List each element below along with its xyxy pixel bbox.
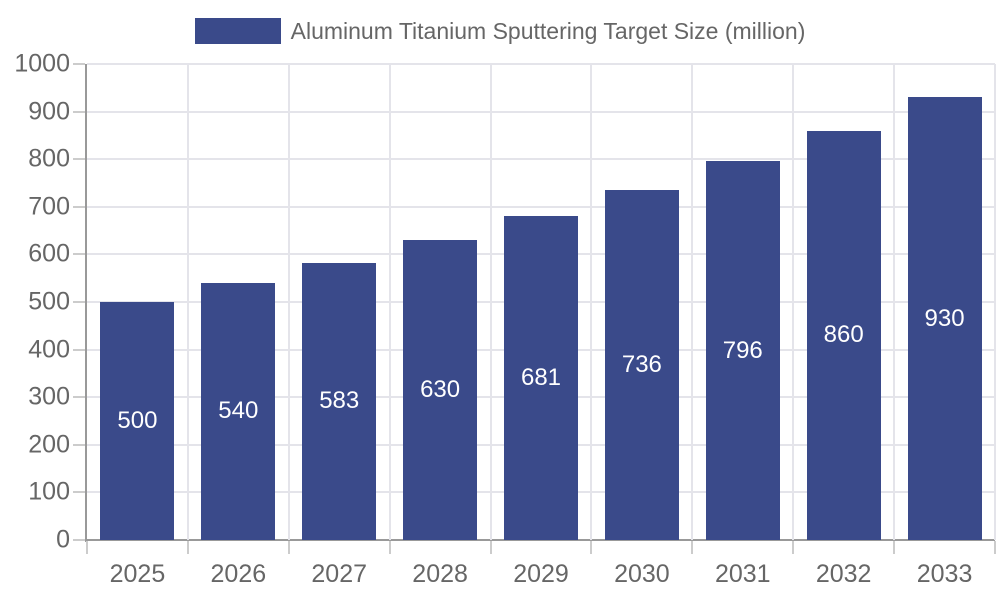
x-tick-label: 2029 bbox=[513, 560, 569, 588]
x-tick-label: 2031 bbox=[714, 560, 771, 588]
y-tick-mark bbox=[73, 396, 85, 399]
bar-value-label: 540 bbox=[218, 397, 259, 425]
y-tick-label: 200 bbox=[28, 430, 70, 459]
bar-2029[interactable]: 681 bbox=[504, 215, 578, 540]
gridline-horizontal bbox=[87, 110, 995, 113]
gridline-horizontal bbox=[87, 63, 995, 65]
x-tick-label: 2033 bbox=[916, 560, 973, 588]
x-tick-label: 2025 bbox=[109, 560, 166, 588]
gridline-vertical bbox=[994, 64, 996, 540]
y-tick-label: 500 bbox=[28, 287, 70, 316]
gridline-vertical bbox=[590, 64, 593, 540]
y-tick-label: 100 bbox=[28, 477, 70, 506]
x-tick-label: 2030 bbox=[614, 560, 670, 588]
x-tick-mark bbox=[186, 541, 189, 554]
y-tick-mark bbox=[73, 205, 85, 208]
bar-value-label: 860 bbox=[823, 321, 864, 349]
legend-swatch-icon bbox=[194, 18, 281, 44]
x-tick-mark bbox=[388, 541, 391, 554]
x-tick-mark bbox=[86, 541, 88, 554]
x-tick-mark bbox=[893, 541, 896, 554]
bar-value-label: 681 bbox=[520, 363, 562, 391]
bar-2028[interactable]: 630 bbox=[403, 240, 478, 540]
x-tick-label: 2032 bbox=[815, 560, 872, 588]
gridline-vertical bbox=[186, 64, 189, 540]
bar-value-label: 796 bbox=[722, 336, 763, 364]
gridline-horizontal bbox=[87, 158, 995, 161]
bar-2033[interactable]: 930 bbox=[907, 97, 982, 540]
y-tick-label: 300 bbox=[28, 382, 70, 411]
y-tick-mark bbox=[73, 348, 85, 351]
gridline-vertical bbox=[792, 64, 795, 540]
gridline-vertical bbox=[893, 64, 896, 540]
gridline-vertical bbox=[691, 64, 694, 540]
y-tick-mark bbox=[73, 301, 85, 303]
gridline-vertical bbox=[388, 64, 391, 540]
y-tick-mark bbox=[73, 253, 85, 256]
y-tick-label: 800 bbox=[28, 144, 70, 173]
y-tick-label: 400 bbox=[28, 335, 70, 364]
y-tick-mark bbox=[73, 539, 85, 541]
y-tick-mark bbox=[73, 443, 85, 446]
bar-2031[interactable]: 796 bbox=[705, 161, 780, 540]
bar-value-label: 736 bbox=[621, 350, 662, 378]
bar-value-label: 930 bbox=[924, 304, 965, 332]
y-tick-mark bbox=[73, 158, 85, 161]
x-tick-mark bbox=[489, 541, 492, 554]
gridline-vertical bbox=[287, 64, 290, 540]
y-tick-label: 600 bbox=[28, 239, 70, 268]
x-tick-label: 2026 bbox=[210, 560, 267, 588]
y-tick-mark bbox=[73, 491, 85, 494]
bar-2030[interactable]: 736 bbox=[604, 189, 679, 540]
x-tick-mark bbox=[691, 541, 694, 554]
y-tick-label: 900 bbox=[28, 97, 70, 126]
x-tick-label: 2027 bbox=[311, 560, 368, 588]
bar-value-label: 630 bbox=[420, 376, 461, 404]
x-tick-mark bbox=[590, 541, 593, 554]
y-tick-label: 0 bbox=[56, 525, 70, 554]
bar-2032[interactable]: 860 bbox=[806, 130, 881, 540]
x-tick-label: 2028 bbox=[412, 560, 468, 588]
y-tick-mark bbox=[73, 110, 85, 113]
y-axis-line bbox=[85, 64, 87, 542]
y-tick-label: 700 bbox=[28, 192, 70, 221]
x-tick-mark bbox=[994, 541, 996, 554]
x-tick-mark bbox=[287, 541, 290, 554]
x-tick-mark bbox=[792, 541, 795, 554]
bar-value-label: 583 bbox=[319, 387, 360, 415]
plot-area: 500 540 583 630 681 736 796 860 930 bbox=[87, 63, 996, 540]
y-tick-mark bbox=[73, 63, 85, 65]
bar-2026[interactable]: 540 bbox=[201, 282, 276, 540]
y-tick-label: 1000 bbox=[14, 49, 70, 78]
bar-2025[interactable]: 500 bbox=[100, 302, 175, 540]
legend[interactable]: Aluminum Titanium Sputtering Target Size… bbox=[0, 16, 1000, 46]
x-axis-line bbox=[85, 539, 995, 541]
gridline-horizontal bbox=[87, 205, 995, 208]
gridline-vertical bbox=[489, 64, 492, 540]
legend-label: Aluminum Titanium Sputtering Target Size… bbox=[290, 18, 806, 44]
bar-value-label: 500 bbox=[117, 407, 158, 434]
bar-2027[interactable]: 583 bbox=[302, 262, 377, 540]
